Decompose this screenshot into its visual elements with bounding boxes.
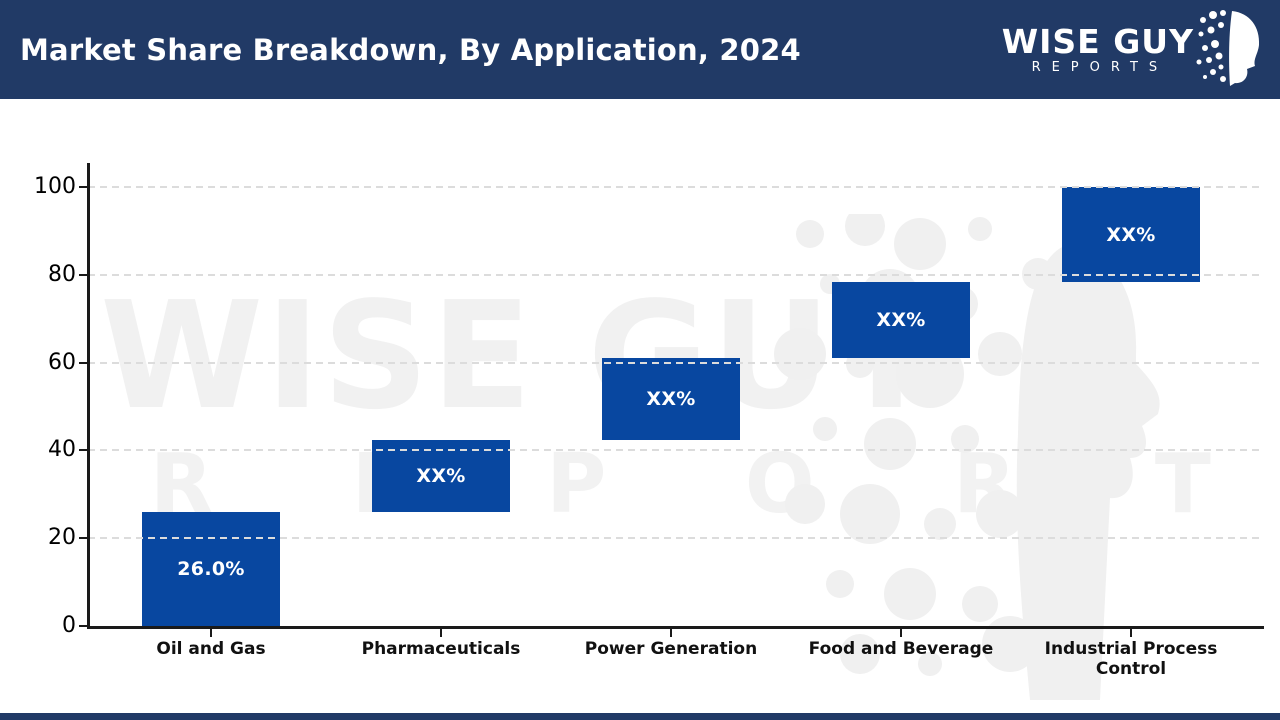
logo-text: WISE GUY REPORTS (1002, 25, 1194, 74)
bar-4: XX% (1062, 187, 1200, 283)
y-tick-label-0: 0 (62, 613, 76, 638)
x-category-label-1: Pharmaceuticals (361, 639, 521, 659)
y-axis-spine (87, 163, 90, 628)
gridline-20 (88, 537, 1264, 540)
gridline-100 (88, 186, 1264, 188)
x-tick-mark-0 (210, 629, 212, 637)
bar-0: 26.0% (142, 511, 280, 626)
bar-1: XX% (372, 440, 510, 512)
bar-value-label-3: XX% (876, 309, 926, 332)
y-tick-label-100: 100 (34, 174, 76, 199)
bar-2: XX% (602, 358, 740, 441)
page-title: Market Share Breakdown, By Application, … (20, 32, 801, 67)
y-tick-mark-100 (79, 186, 87, 188)
x-category-label-4: Industrial Process Control (1044, 639, 1218, 680)
y-tick-label-60: 60 (48, 349, 76, 375)
x-tick-mark-4 (1130, 629, 1132, 637)
gridline-60 (88, 361, 1264, 364)
y-tick-label-80: 80 (48, 261, 76, 287)
x-tick-mark-3 (900, 629, 902, 637)
chart-area: WISE GUY R E P O R T S 02040608010026.0%… (0, 99, 1280, 713)
logo-wordmark: WISE GUY (1001, 22, 1194, 61)
logo: WISE GUY REPORTS (1002, 9, 1280, 91)
bar-value-label-0: 26.0% (177, 557, 245, 580)
gridline-80 (88, 273, 1264, 276)
x-category-label-0: Oil and Gas (156, 639, 266, 659)
logo-subtext: REPORTS (1031, 60, 1169, 75)
y-tick-mark-80 (79, 273, 87, 276)
bar-value-label-4: XX% (1106, 223, 1156, 246)
x-category-label-2: Power Generation (584, 639, 758, 659)
bar-value-label-1: XX% (416, 465, 466, 488)
y-tick-label-20: 20 (48, 525, 76, 551)
footer-strip (0, 713, 1280, 720)
header-bar: Market Share Breakdown, By Application, … (0, 0, 1280, 99)
y-tick-mark-60 (79, 361, 87, 364)
bar-3: XX% (832, 282, 970, 359)
y-tick-mark-40 (79, 449, 87, 452)
x-tick-mark-2 (670, 629, 672, 637)
y-tick-label-40: 40 (48, 437, 76, 463)
x-tick-mark-1 (440, 629, 442, 637)
x-axis-spine (87, 626, 1264, 629)
bar-value-label-2: XX% (646, 388, 696, 411)
y-tick-mark-20 (79, 537, 87, 540)
x-category-label-3: Food and Beverage (808, 639, 994, 659)
y-tick-mark-0 (79, 625, 87, 627)
dotted-head-profile-icon (1196, 9, 1260, 86)
gridline-40 (88, 449, 1264, 452)
